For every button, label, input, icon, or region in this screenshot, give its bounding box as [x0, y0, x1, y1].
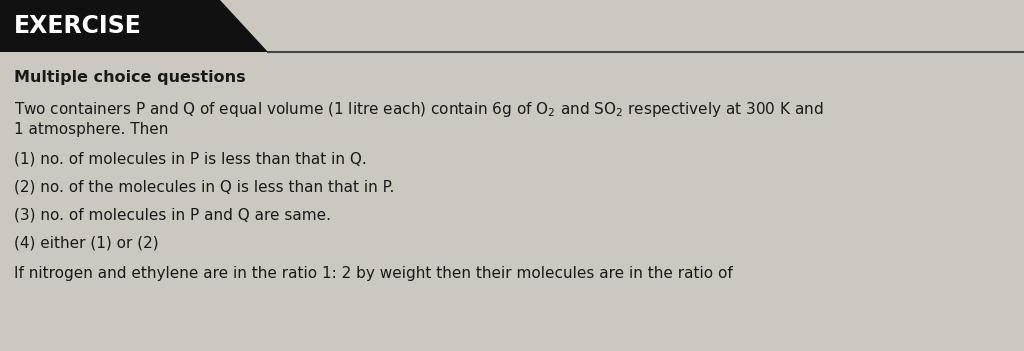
Text: Two containers P and Q of equal volume (1 litre each) contain 6g of O$_2$ and SO: Two containers P and Q of equal volume (… [14, 100, 823, 119]
Text: (2) no. of the molecules in Q is less than that in P.: (2) no. of the molecules in Q is less th… [14, 180, 394, 195]
Text: 1 atmosphere. Then: 1 atmosphere. Then [14, 122, 168, 137]
Text: (3) no. of molecules in P and Q are same.: (3) no. of molecules in P and Q are same… [14, 208, 331, 223]
Text: If nitrogen and ethylene are in the ratio 1: 2 by weight then their molecules ar: If nitrogen and ethylene are in the rati… [14, 266, 733, 281]
Text: Multiple choice questions: Multiple choice questions [14, 70, 246, 85]
Text: (4) either (1) or (2): (4) either (1) or (2) [14, 236, 159, 251]
Text: (1) no. of molecules in P is less than that in Q.: (1) no. of molecules in P is less than t… [14, 152, 367, 167]
Polygon shape [0, 0, 268, 52]
Text: EXERCISE: EXERCISE [14, 14, 142, 38]
